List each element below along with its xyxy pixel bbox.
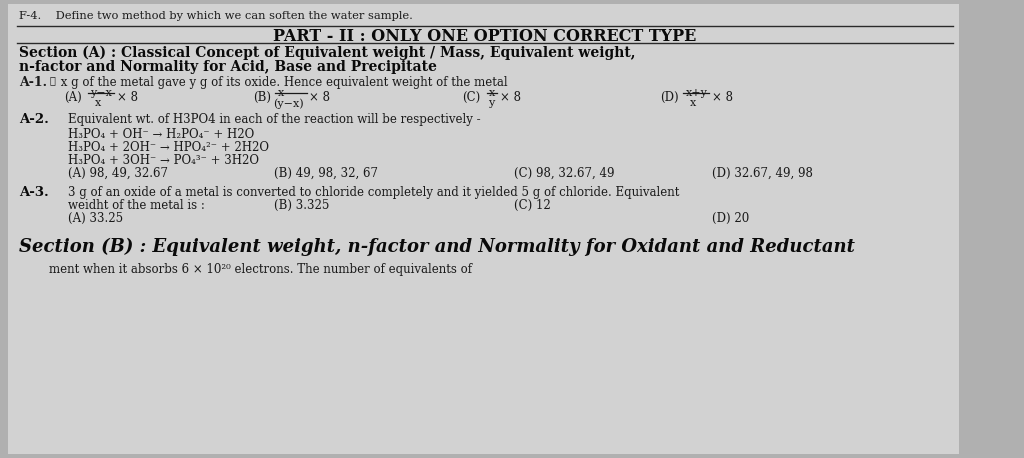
Text: x g of the metal gave y g of its oxide. Hence equivalent weight of the metal: x g of the metal gave y g of its oxide. … xyxy=(56,76,507,89)
Text: y−x: y−x xyxy=(90,88,112,98)
Text: x: x xyxy=(95,98,101,108)
Text: A-2.: A-2. xyxy=(18,113,49,126)
Text: × 8: × 8 xyxy=(117,91,138,104)
Text: x+y: x+y xyxy=(686,88,708,98)
Text: n-factor and Normality for Acid, Base and Precipitate: n-factor and Normality for Acid, Base an… xyxy=(18,60,437,74)
Text: × 8: × 8 xyxy=(500,91,521,104)
Text: PART - II : ONLY ONE OPTION CORRECT TYPE: PART - II : ONLY ONE OPTION CORRECT TYPE xyxy=(273,28,696,45)
Text: × 8: × 8 xyxy=(713,91,733,104)
Text: x: x xyxy=(488,88,495,98)
Text: (D): (D) xyxy=(660,91,679,104)
Text: Equivalent wt. of H3PO4 in each of the reaction will be respectively -: Equivalent wt. of H3PO4 in each of the r… xyxy=(68,113,480,126)
Text: (A): (A) xyxy=(65,91,82,104)
Text: (B) 3.325: (B) 3.325 xyxy=(273,199,329,212)
Text: A-3.: A-3. xyxy=(18,186,48,199)
Text: (D) 20: (D) 20 xyxy=(713,212,750,225)
Text: 3 g of an oxide of a metal is converted to chloride completely and it yielded 5 : 3 g of an oxide of a metal is converted … xyxy=(68,186,679,199)
Text: x: x xyxy=(279,88,285,98)
Text: (C) 98, 32.67, 49: (C) 98, 32.67, 49 xyxy=(514,167,614,180)
Text: ment when it absorbs 6 × 10²⁰ electrons. The number of equivalents of: ment when it absorbs 6 × 10²⁰ electrons.… xyxy=(18,263,472,276)
Text: H₃PO₄ + 3OH⁻ → PO₄³⁻ + 3H2O: H₃PO₄ + 3OH⁻ → PO₄³⁻ + 3H2O xyxy=(68,154,259,167)
Text: (B) 49, 98, 32, 67: (B) 49, 98, 32, 67 xyxy=(273,167,378,180)
Text: (A) 33.25: (A) 33.25 xyxy=(68,212,123,225)
FancyBboxPatch shape xyxy=(7,4,958,454)
Text: y: y xyxy=(487,98,494,108)
Text: Section (B) : Equivalent weight, n-factor and Normality for Oxidant and Reductan: Section (B) : Equivalent weight, n-facto… xyxy=(18,238,855,256)
Text: H₃PO₄ + OH⁻ → H₂PO₄⁻ + H2O: H₃PO₄ + OH⁻ → H₂PO₄⁻ + H2O xyxy=(68,128,254,141)
Text: (C): (C) xyxy=(462,91,480,104)
Text: × 8: × 8 xyxy=(309,91,331,104)
Text: (y−x): (y−x) xyxy=(273,98,304,109)
Text: Section (A) : Classical Concept of Equivalent weight / Mass, Equivalent weight,: Section (A) : Classical Concept of Equiv… xyxy=(18,46,635,60)
Text: (A) 98, 49, 32.67: (A) 98, 49, 32.67 xyxy=(68,167,168,180)
Text: ⨪: ⨪ xyxy=(49,76,55,85)
Text: weidht of the metal is :: weidht of the metal is : xyxy=(68,199,205,212)
Text: (C) 12: (C) 12 xyxy=(514,199,551,212)
Text: (D) 32.67, 49, 98: (D) 32.67, 49, 98 xyxy=(713,167,813,180)
Text: x: x xyxy=(690,98,696,108)
Text: F-4.    Define two method by which we can soften the water sample.: F-4. Define two method by which we can s… xyxy=(18,11,413,21)
Text: H₃PO₄ + 2OH⁻ → HPO₄²⁻ + 2H2O: H₃PO₄ + 2OH⁻ → HPO₄²⁻ + 2H2O xyxy=(68,141,269,154)
Text: A-1.: A-1. xyxy=(18,76,47,89)
Text: (B): (B) xyxy=(253,91,270,104)
